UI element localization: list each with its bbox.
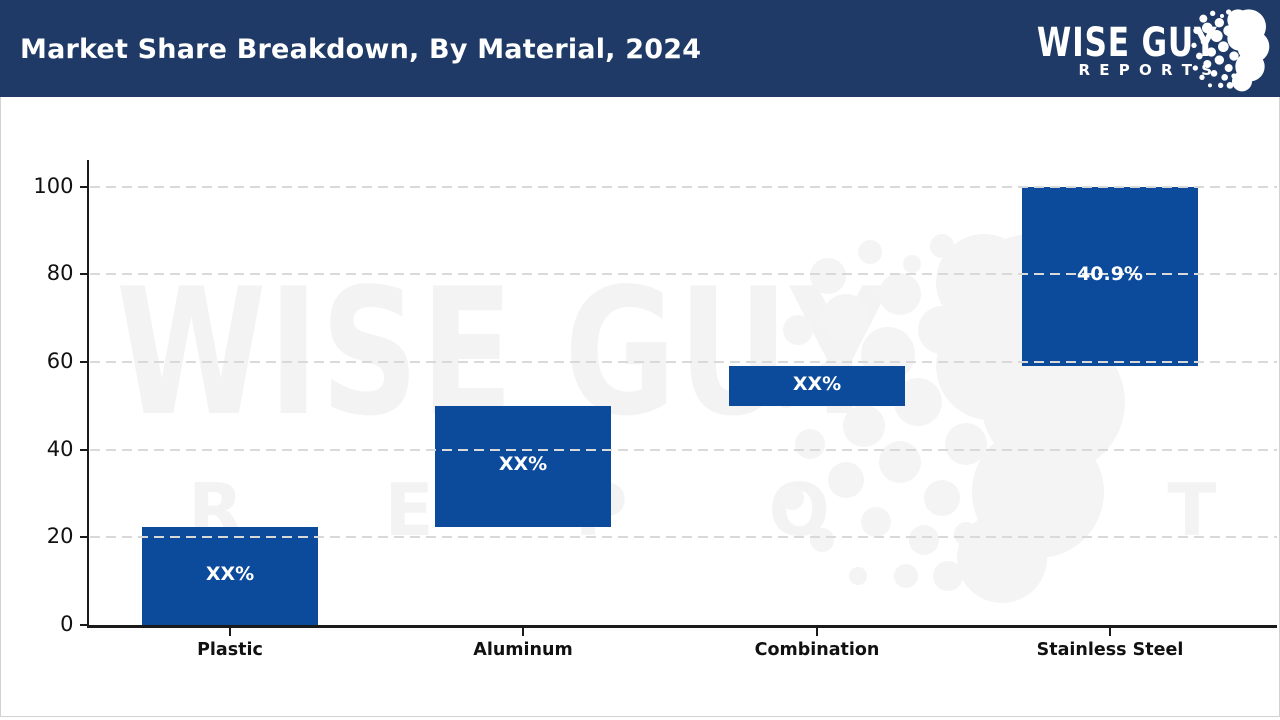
- bar-plastic: [142, 527, 318, 625]
- logo-wordmark: WISE GUY: [1036, 20, 1217, 66]
- logo-head-icon: [1191, 9, 1270, 92]
- logo-subtext: R E P O R T S: [1078, 61, 1214, 79]
- y-tick: [79, 360, 87, 363]
- bar-value-label: 40.9%: [1077, 263, 1143, 286]
- bar-aluminum: [435, 405, 611, 528]
- y-tick: [79, 273, 87, 276]
- x-tick-label-aluminum: Aluminum: [473, 640, 573, 660]
- bar-value-label: XX%: [498, 453, 548, 476]
- y-tick: [79, 624, 87, 626]
- x-tick: [1109, 627, 1111, 636]
- bar-value-label: XX%: [792, 372, 842, 395]
- gridline-80: [90, 273, 1277, 276]
- header-band: Market Share Breakdown, By Material, 202…: [0, 0, 1280, 97]
- x-axis-line: [86, 625, 1277, 628]
- y-tick: [79, 448, 87, 451]
- x-tick-label-stainless-steel: Stainless Steel: [1036, 640, 1184, 660]
- y-tick-label: 0: [60, 612, 74, 636]
- bar-value-label: XX%: [205, 563, 255, 586]
- y-tick-label: 60: [46, 348, 74, 373]
- gridline-60: [90, 360, 1277, 363]
- gridline-40: [90, 448, 1277, 451]
- x-tick: [816, 627, 818, 636]
- y-tick: [79, 536, 87, 539]
- y-tick-label: 20: [46, 524, 74, 549]
- y-tick-label: 40: [46, 436, 74, 461]
- x-tick: [522, 627, 524, 636]
- bar-combination: [729, 365, 905, 406]
- y-axis-line: [86, 160, 89, 628]
- gridline-100: [90, 185, 1277, 188]
- x-tick: [229, 627, 231, 636]
- x-tick-label-combination: Combination: [754, 640, 880, 660]
- x-tick-label-plastic: Plastic: [197, 640, 263, 660]
- y-tick-label: 80: [46, 261, 74, 286]
- gridline-20: [90, 536, 1277, 539]
- bar-stainless-steel: [1022, 186, 1198, 366]
- page-title: Market Share Breakdown, By Material, 202…: [20, 34, 702, 65]
- y-tick-label: 100: [33, 173, 74, 198]
- y-tick: [79, 185, 87, 188]
